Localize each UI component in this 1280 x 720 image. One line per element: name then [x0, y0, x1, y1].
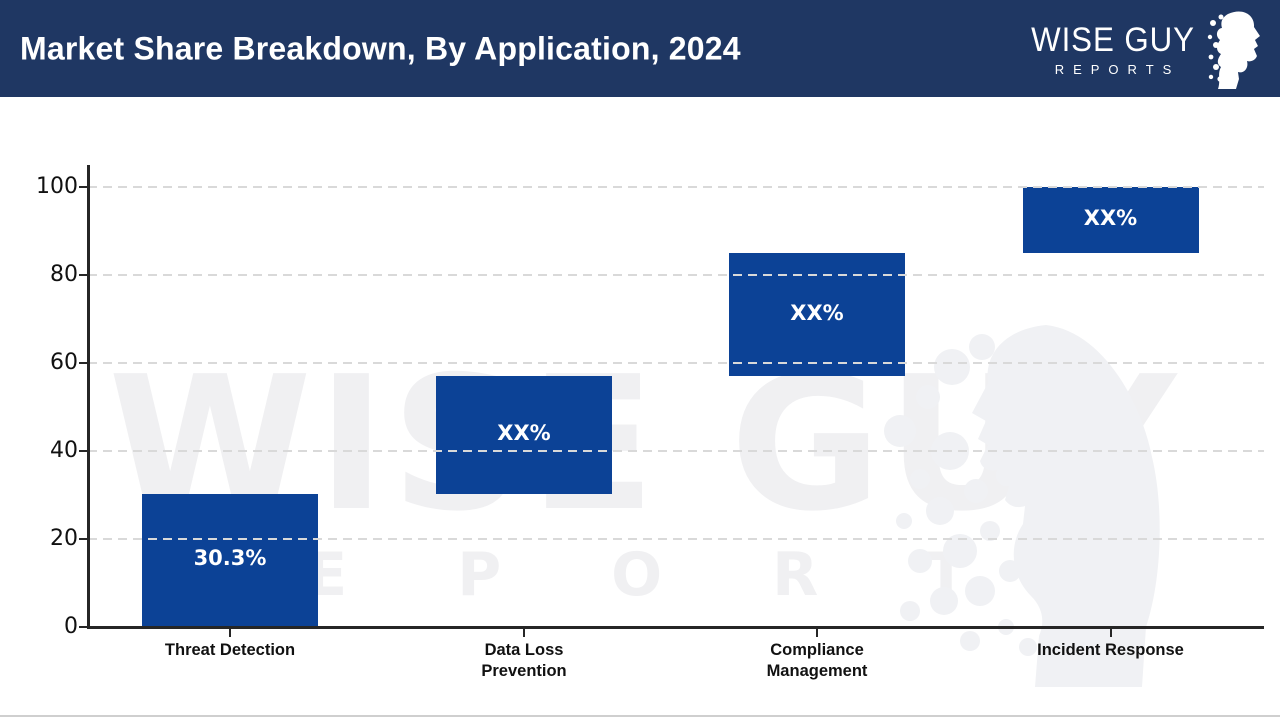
wiseguy-logo: WISE GUY REPORTS	[1024, 8, 1264, 90]
y-tick-mark-20	[79, 538, 88, 540]
y-tick-mark-40	[79, 450, 88, 452]
gridline-20	[88, 538, 1264, 540]
page-title: Market Share Breakdown, By Application, …	[20, 30, 741, 66]
x-tick-mark-data-loss-prevention	[523, 628, 525, 637]
y-axis-line	[86, 165, 90, 629]
logo-wordmark-block: WISE GUY REPORTS	[1024, 21, 1202, 77]
y-tick-label-80: 80	[50, 262, 78, 287]
x-category-label-compliance-management: Compliance Management	[766, 641, 868, 681]
bar-value-label-compliance-management: XX%	[790, 300, 844, 325]
y-tick-label-60: 60	[50, 350, 78, 375]
logo-head-icon	[1207, 11, 1261, 89]
y-tick-mark-100	[79, 186, 88, 188]
bar-incident-response	[1022, 187, 1199, 253]
y-tick-label-20: 20	[50, 526, 78, 551]
x-tick-mark-threat-detection	[229, 628, 231, 637]
x-category-label-data-loss-prevention: Data Loss Prevention	[481, 641, 567, 681]
x-category-label-threat-detection: Threat Detection	[164, 641, 296, 659]
x-tick-mark-compliance-management	[816, 628, 818, 637]
y-tick-label-40: 40	[50, 438, 78, 463]
bar-data-loss-prevention	[436, 376, 612, 494]
y-tick-mark-0	[79, 626, 88, 628]
logo-wordmark: WISE GUY	[1031, 21, 1195, 59]
bar-threat-detection	[142, 493, 318, 627]
gridline-100	[88, 186, 1264, 188]
x-tick-mark-incident-response	[1109, 628, 1112, 637]
x-category-label-incident-response: Incident Response	[1037, 641, 1184, 659]
y-tick-label-0: 0	[64, 614, 78, 639]
bar-compliance-management	[729, 253, 905, 377]
y-tick-mark-80	[79, 274, 88, 276]
header: Market Share Breakdown, By Application, …	[0, 0, 1280, 97]
gridline-60	[88, 362, 1264, 364]
watermark-head-icon	[884, 325, 1160, 687]
bottom-divider	[0, 715, 1280, 717]
bar-value-label-data-loss-prevention: XX%	[497, 420, 551, 445]
y-tick-mark-60	[79, 362, 88, 364]
gridline-80	[88, 274, 1264, 276]
bar-value-label-threat-detection: 30.3%	[193, 546, 267, 571]
x-axis-line	[86, 625, 1264, 629]
logo-subtext: REPORTS	[1054, 62, 1181, 77]
chart-area: WISE GUY REPORTS 0 20 40 60 80 100 30.3% Threat…	[0, 97, 1280, 717]
gridline-40	[88, 450, 1264, 452]
bar-value-label-incident-response: XX%	[1083, 206, 1138, 230]
y-tick-label-100: 100	[36, 174, 78, 199]
